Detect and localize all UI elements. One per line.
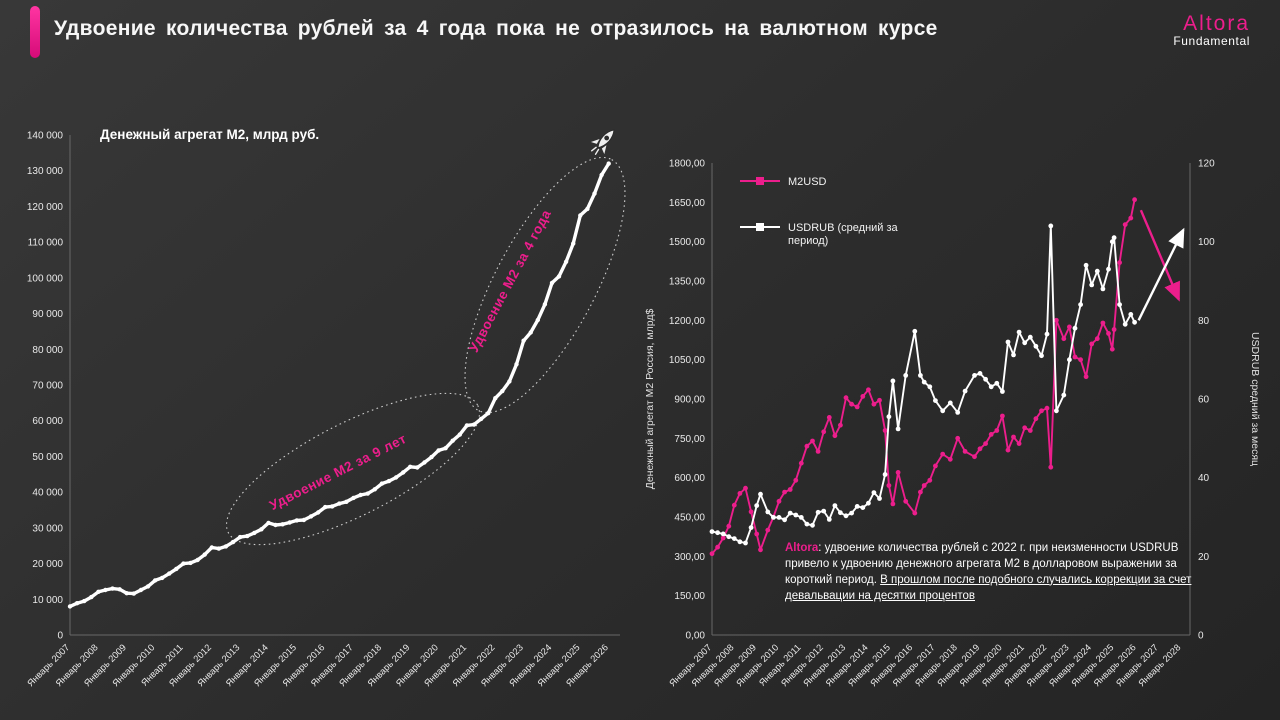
svg-text:50 000: 50 000 <box>32 452 63 463</box>
left-axis-title: Денежный агрегат М2 Россия, млрд$ <box>644 309 656 490</box>
accent-bar <box>30 6 40 58</box>
logo: Altora Fundamental <box>1173 12 1250 48</box>
trend-arrow <box>1139 209 1180 302</box>
svg-text:80: 80 <box>1198 316 1210 327</box>
svg-text:40 000: 40 000 <box>32 488 63 499</box>
svg-text:20: 20 <box>1198 552 1210 563</box>
m2-series <box>67 161 611 609</box>
svg-text:0,00: 0,00 <box>686 631 706 642</box>
svg-text:20 000: 20 000 <box>32 559 63 570</box>
svg-text:30 000: 30 000 <box>32 523 63 534</box>
svg-text:900,00: 900,00 <box>674 395 705 406</box>
rocket-icon <box>590 129 615 155</box>
svg-text:40: 40 <box>1198 473 1210 484</box>
svg-text:60: 60 <box>1198 395 1210 406</box>
m2-annotation-ellipses <box>225 156 626 546</box>
svg-text:110 000: 110 000 <box>28 238 64 249</box>
svg-text:0: 0 <box>1198 631 1204 642</box>
legend-label: M2USD <box>788 176 827 188</box>
svg-text:450,00: 450,00 <box>674 513 705 524</box>
svg-text:120: 120 <box>1198 159 1215 170</box>
svg-text:0: 0 <box>57 631 63 642</box>
trend-arrow <box>1137 227 1185 321</box>
chart-m2-rub: Денежный агрегат М2, млрд руб. 0 10 000 20… <box>20 95 640 717</box>
svg-text:150,00: 150,00 <box>674 591 705 602</box>
svg-text:1200,00: 1200,00 <box>669 316 706 327</box>
svg-text:140 000: 140 000 <box>27 131 64 142</box>
ellipse-label: Удвоение М2 за 4 года <box>466 207 554 355</box>
analyst-note-body: : удвоение количества рублей с 2022 г. п… <box>785 542 1179 586</box>
dual-axis-axes: 0,00 150,00 300,00 450,00 600,00 750,00 900,00… <box>644 159 1261 689</box>
legend-label: USDRUB (средний за период) <box>788 222 899 247</box>
svg-text:1050,00: 1050,00 <box>669 355 706 366</box>
m2-rub-chart: 0 10 000 20 000 30 000 40 000 50 000 60 000 70 … <box>25 129 626 688</box>
m2usd-usdrub-chart: 0,00 150,00 300,00 450,00 600,00 750,00 900,00… <box>644 159 1261 689</box>
dotted-ellipse <box>464 156 626 414</box>
svg-text:1800,00: 1800,00 <box>669 159 706 170</box>
svg-text:1500,00: 1500,00 <box>669 237 706 248</box>
legend: M2USD USDRUB (средний за период) <box>740 176 899 247</box>
logo-brand: Altora <box>1183 12 1250 35</box>
dotted-ellipse <box>225 392 481 546</box>
m2-axes: 0 10 000 20 000 30 000 40 000 50 000 60 000 70 … <box>25 131 620 688</box>
svg-text:90 000: 90 000 <box>32 309 63 320</box>
svg-text:100: 100 <box>1198 237 1215 248</box>
dual-axis-series <box>709 197 1137 557</box>
svg-text:130 000: 130 000 <box>27 166 64 177</box>
svg-text:750,00: 750,00 <box>674 434 705 445</box>
trend-arrows <box>1137 209 1185 321</box>
svg-text:300,00: 300,00 <box>674 552 705 563</box>
svg-text:60 000: 60 000 <box>32 416 63 427</box>
analyst-note-brand: Altora <box>785 542 819 554</box>
slide-title: Удвоение количества рублей за 4 года пок… <box>54 17 938 40</box>
svg-text:70 000: 70 000 <box>32 381 63 392</box>
chart-m2usd-usdrub: 0,00 150,00 300,00 450,00 600,00 750,00 900,00… <box>640 95 1280 720</box>
analyst-note: Altora: удвоение количества рублей с 202… <box>785 541 1195 604</box>
analyst-note-underlined: В прошлом после подобного случались корр… <box>785 573 1192 602</box>
svg-text:100 000: 100 000 <box>27 273 64 284</box>
svg-text:1350,00: 1350,00 <box>669 277 706 288</box>
right-axis-title: USDRUB средний за месяц <box>1249 332 1261 466</box>
svg-text:80 000: 80 000 <box>32 345 63 356</box>
m2usd-line <box>711 199 1136 555</box>
svg-text:600,00: 600,00 <box>674 473 705 484</box>
svg-text:1650,00: 1650,00 <box>669 198 706 209</box>
svg-text:120 000: 120 000 <box>27 202 64 213</box>
svg-text:10 000: 10 000 <box>32 595 63 606</box>
usdrub-line <box>711 224 1136 544</box>
logo-sub: Fundamental <box>1173 34 1250 49</box>
ellipse-label: Удвоение М2 за 9 лет <box>267 431 409 513</box>
chart-m2-rub-title: Денежный агрегат М2, млрд руб. <box>100 127 320 142</box>
